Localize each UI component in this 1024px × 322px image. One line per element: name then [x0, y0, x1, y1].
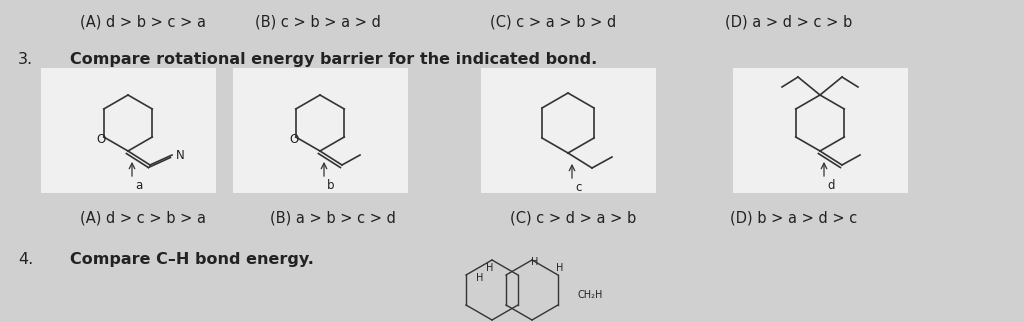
Text: N: N [176, 148, 184, 162]
FancyBboxPatch shape [733, 68, 908, 193]
Text: (B) c > b > a > d: (B) c > b > a > d [255, 14, 381, 29]
Text: H: H [476, 273, 483, 283]
Text: O: O [289, 132, 298, 146]
Text: b: b [327, 179, 335, 192]
FancyBboxPatch shape [41, 68, 216, 193]
Text: H: H [556, 263, 563, 273]
Text: O: O [96, 132, 105, 146]
FancyBboxPatch shape [481, 68, 656, 193]
Text: (B) a > b > c > d: (B) a > b > c > d [270, 210, 396, 225]
Text: 4.: 4. [18, 252, 33, 267]
Text: 3.: 3. [18, 52, 33, 67]
Text: (C) c > a > b > d: (C) c > a > b > d [490, 14, 616, 29]
Text: Compare rotational energy barrier for the indicated bond.: Compare rotational energy barrier for th… [70, 52, 597, 67]
Text: a: a [135, 179, 142, 192]
Text: H: H [486, 263, 494, 273]
Text: H: H [531, 257, 539, 267]
Text: CH₂H: CH₂H [578, 290, 603, 300]
Text: Compare C–H bond energy.: Compare C–H bond energy. [70, 252, 314, 267]
Text: (D) b > a > d > c: (D) b > a > d > c [730, 210, 857, 225]
Text: (A) d > b > c > a: (A) d > b > c > a [80, 14, 206, 29]
Text: (A) d > c > b > a: (A) d > c > b > a [80, 210, 206, 225]
FancyBboxPatch shape [233, 68, 408, 193]
Text: (D) a > d > c > b: (D) a > d > c > b [725, 14, 852, 29]
Text: c: c [575, 181, 582, 194]
Text: (C) c > d > a > b: (C) c > d > a > b [510, 210, 636, 225]
Text: d: d [827, 179, 835, 192]
